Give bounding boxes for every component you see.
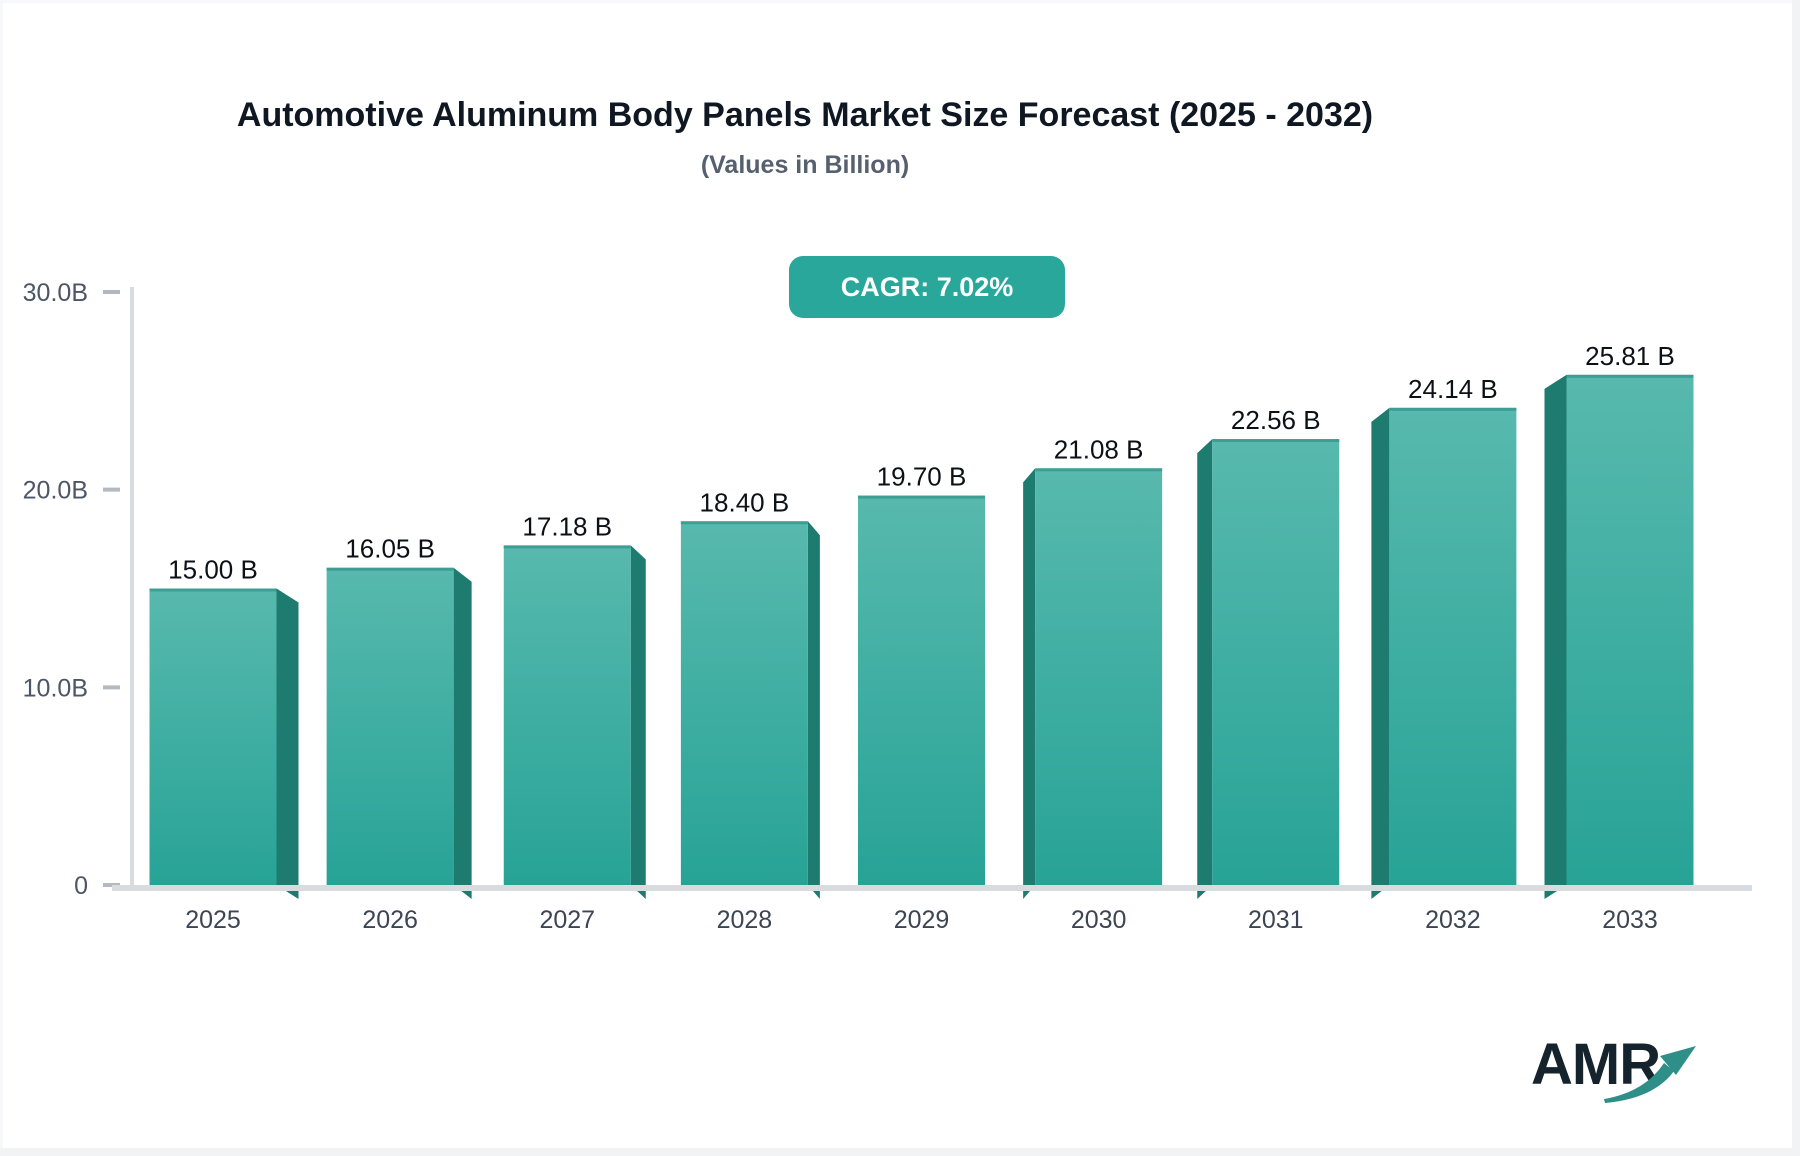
bar-2031 [1212,439,1340,885]
bar-value-label-2030: 21.08 B [1054,434,1144,464]
bar-side-2027 [630,545,646,899]
bar-side-2031 [1197,439,1213,899]
cagr-badge: CAGR: 7.02% [789,256,1065,318]
bar-2033 [1566,374,1694,885]
x-tick-label-2030: 2030 [1071,906,1127,934]
chart-title: Automotive Aluminum Body Panels Market S… [236,96,1374,134]
x-tick-label-2031: 2031 [1248,906,1304,934]
card-edge-top [0,0,1800,3]
bar-2030 [1035,468,1163,885]
bar-2028 [680,521,808,885]
x-tick-label-2025: 2025 [185,906,241,934]
bar-2026 [326,567,454,885]
bar-top-edge-2029 [858,495,985,499]
bar-top-edge-2027 [503,545,631,549]
bar-top-edge-2028 [680,521,808,525]
bar-side-2025 [276,588,299,899]
x-tick-label-2032: 2032 [1425,906,1481,934]
x-tick-label-2029: 2029 [894,906,950,934]
y-tick-label-0: 0 [74,872,88,900]
card-edge-bottom [0,1148,1800,1156]
amr-logo-text: AMR [1531,1032,1661,1097]
card-edge-right [1792,0,1800,1156]
bar-side-2026 [453,567,472,899]
bar-top-edge-2026 [326,567,454,571]
chart-subtitle: (Values in Billion) [700,151,910,179]
bar-top-edge-2025 [149,588,277,592]
bar-value-label-2033: 25.81 B [1585,341,1675,371]
bar-top-edge-2032 [1389,407,1517,411]
x-tick-label-2033: 2033 [1602,906,1658,934]
bar-value-label-2027: 17.18 B [522,511,612,541]
bar-top-edge-2031 [1212,439,1340,443]
bar-side-2030 [1023,468,1036,899]
amr-logo-arrow-icon [1604,1046,1696,1103]
cagr-badge-label: CAGR: 7.02% [840,271,1014,302]
y-tick-label-30.0B: 30.0B [23,279,88,307]
bar-top-edge-2033 [1566,374,1694,378]
y-tick-label-10.0B: 10.0B [23,674,88,702]
bar-side-2028 [807,521,820,899]
bar-value-label-2029: 19.70 B [877,462,967,492]
bar-side-2032 [1371,407,1390,899]
x-tick-label-2027: 2027 [539,906,595,934]
bar-value-label-2031: 22.56 B [1231,405,1321,435]
bar-top-edge-2030 [1035,468,1163,472]
bar-2032 [1389,407,1517,885]
bar-side-2033 [1544,374,1567,899]
y-tick-label-20.0B: 20.0B [23,477,88,505]
amr-logo: AMR [1531,1036,1731,1116]
x-tick-label-2026: 2026 [362,906,418,934]
bar-value-label-2032: 24.14 B [1408,374,1498,404]
chart-header: Automotive Aluminum Body Panels Market S… [100,96,1510,180]
bar-2027 [503,545,631,885]
bar-2029 [858,495,985,885]
bar-value-label-2025: 15.00 B [168,555,258,585]
bar-value-label-2026: 16.05 B [345,534,435,564]
bar-value-label-2028: 18.40 B [700,487,790,517]
card-edge-left [0,0,3,1156]
bar-2025 [149,588,277,885]
x-tick-label-2028: 2028 [717,906,773,934]
